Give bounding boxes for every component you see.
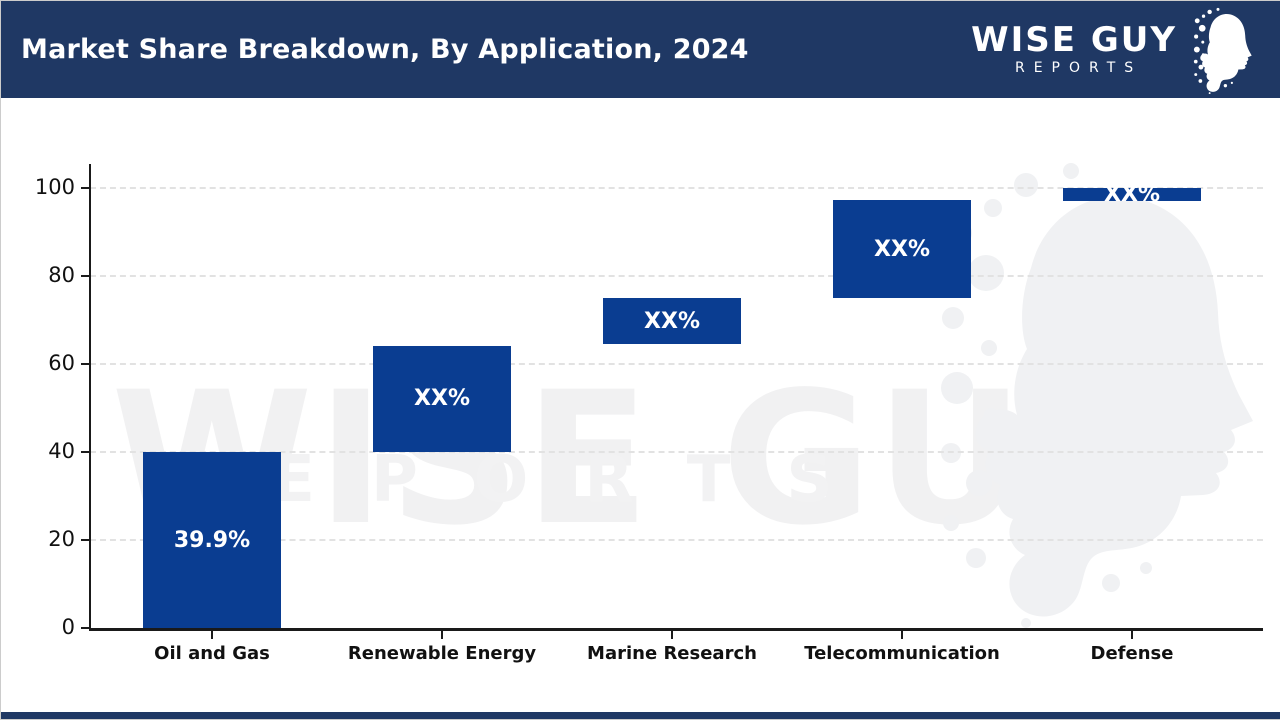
x-tick-mark-1 xyxy=(441,631,443,639)
x-axis-line xyxy=(89,628,1263,631)
y-axis-line xyxy=(89,164,91,630)
gridline-40 xyxy=(90,451,1263,453)
bar-value-label: XX% xyxy=(414,386,470,412)
gridline-100 xyxy=(90,187,1263,189)
y-tick-mark-60 xyxy=(81,363,89,365)
y-tick-label-100: 100 xyxy=(34,175,75,199)
bar-marine-research: XX% xyxy=(603,298,741,345)
y-tick-mark-100 xyxy=(81,187,89,189)
y-tick-label-0: 0 xyxy=(61,615,75,639)
chart-title: Market Share Breakdown, By Application, … xyxy=(21,34,749,65)
x-tick-label-2: Marine Research xyxy=(587,643,757,664)
y-tick-mark-40 xyxy=(81,451,89,453)
x-tick-label-0: Oil and Gas xyxy=(154,643,270,664)
plot-surface: 0 20 40 60 80 100 39.9% Oil and Gas XX% Renewable… xyxy=(1,98,1280,714)
y-tick-mark-80 xyxy=(81,275,89,277)
x-tick-label-3: Telecommunication xyxy=(804,643,1000,664)
y-tick-label-80: 80 xyxy=(48,263,75,287)
footer-bar xyxy=(1,712,1280,719)
x-tick-mark-2 xyxy=(671,631,673,639)
bar-value-label: XX% xyxy=(874,236,930,262)
x-tick-label-4: Defense xyxy=(1090,643,1174,664)
y-tick-label-20: 20 xyxy=(48,527,75,551)
brand-subname: REPORTS xyxy=(1014,60,1143,77)
x-tick-mark-3 xyxy=(901,631,903,639)
y-tick-mark-20 xyxy=(81,539,89,541)
bar-value-label: XX% xyxy=(644,308,700,334)
bar-oil-and-gas: 39.9% xyxy=(143,452,281,628)
y-tick-label-40: 40 xyxy=(48,439,75,463)
x-tick-label-1: Renewable Energy xyxy=(347,643,537,664)
brand-logo: WISE GUY REPORTS xyxy=(971,6,1267,94)
bar-renewable-energy: XX% xyxy=(373,345,511,452)
chart-area: WISE GUY REPORTS 0 20 40 60 80 100 39.9% Oil an… xyxy=(1,98,1280,714)
watermark-text: WISE GUY xyxy=(111,353,1165,566)
gridline-80 xyxy=(90,275,1263,277)
x-tick-mark-4 xyxy=(1131,631,1133,639)
y-tick-label-60: 60 xyxy=(48,351,75,375)
y-tick-mark-0 xyxy=(81,627,89,629)
x-tick-mark-0 xyxy=(211,631,213,639)
brand-logo-text: WISE GUY REPORTS xyxy=(971,19,1177,77)
brand-name: WISE GUY xyxy=(971,19,1177,60)
bar-defense: XX% xyxy=(1063,182,1201,207)
brand-face-icon xyxy=(1181,6,1267,94)
bar-telecommunication: XX% xyxy=(833,200,971,298)
bar-value-label: XX% xyxy=(1104,181,1160,207)
gridline-20 xyxy=(90,539,1263,541)
bar-value-label: 39.9% xyxy=(173,527,251,553)
header-bar: Market Share Breakdown, By Application, … xyxy=(1,1,1280,98)
gridline-60 xyxy=(90,363,1263,365)
